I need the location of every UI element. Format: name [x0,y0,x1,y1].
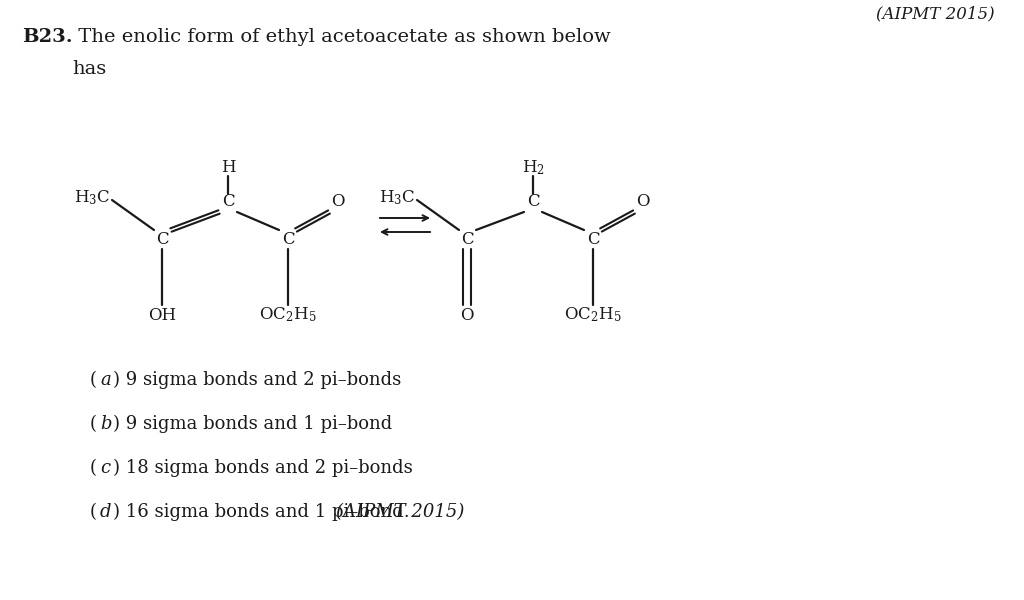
Text: C: C [221,193,234,211]
Text: c: c [100,459,111,477]
Text: ) 9 sigma bonds and 1 pi–bond: ) 9 sigma bonds and 1 pi–bond [113,415,392,433]
Text: (AIPMT 2015): (AIPMT 2015) [336,503,465,521]
Text: B23.: B23. [22,28,73,46]
Text: (: ( [90,371,97,389]
Text: C: C [587,232,599,248]
Text: ) 16 sigma bonds and 1 pi–bond.: ) 16 sigma bonds and 1 pi–bond. [113,503,410,521]
Text: has: has [72,60,106,78]
Text: H: H [221,160,236,176]
Text: (: ( [90,459,97,477]
Text: OH: OH [147,307,176,323]
Text: $\mathregular{OC_2H_5}$: $\mathregular{OC_2H_5}$ [259,305,316,325]
Text: a: a [100,371,111,389]
Text: (AIPMT 2015): (AIPMT 2015) [877,5,995,22]
Text: $\mathregular{H_2}$: $\mathregular{H_2}$ [521,158,545,178]
Text: $\mathregular{H_3C}$: $\mathregular{H_3C}$ [74,188,110,208]
Text: O: O [460,307,474,323]
Text: C: C [461,232,473,248]
Text: C: C [282,232,294,248]
Text: C: C [156,232,168,248]
Text: (: ( [90,503,97,521]
Text: ) 18 sigma bonds and 2 pi–bonds: ) 18 sigma bonds and 2 pi–bonds [113,459,413,477]
Text: ) 9 sigma bonds and 2 pi–bonds: ) 9 sigma bonds and 2 pi–bonds [113,371,401,389]
Text: b: b [100,415,112,433]
Text: O: O [636,193,650,211]
Text: C: C [526,193,540,211]
Text: $\mathregular{OC_2H_5}$: $\mathregular{OC_2H_5}$ [564,305,622,325]
Text: The enolic form of ethyl acetoacetate as shown below: The enolic form of ethyl acetoacetate as… [72,28,610,46]
Text: O: O [331,193,345,211]
Text: $\mathregular{H_3C}$: $\mathregular{H_3C}$ [379,188,415,208]
Text: (: ( [90,415,97,433]
Text: d: d [100,503,112,521]
